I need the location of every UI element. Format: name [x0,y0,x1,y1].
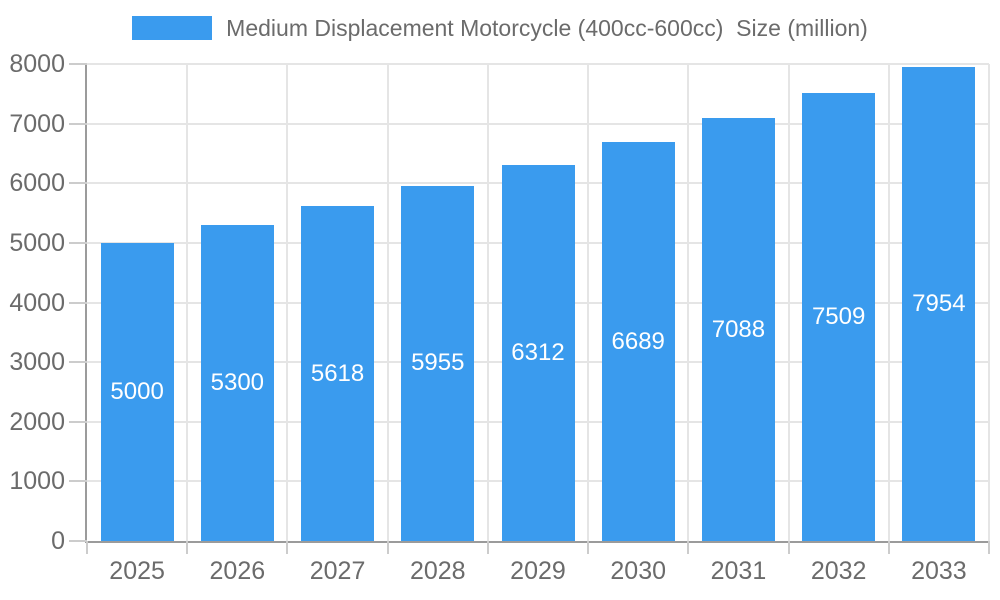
y-axis-tick [69,122,87,125]
y-axis-tick [69,63,87,65]
gridline-vertical [988,64,990,541]
x-axis-tick [286,541,289,554]
x-axis-tick [687,541,690,554]
y-axis-tick-label: 5000 [9,228,65,257]
gridline-vertical [787,64,790,541]
x-axis-tick-label: 2032 [810,557,867,585]
x-axis-tick [486,541,489,554]
x-axis-tick-label: 2029 [510,557,566,585]
legend-swatch[interactable] [132,16,213,40]
x-axis-tick-label: 2031 [710,557,767,585]
y-axis-tick-label: 3000 [9,348,65,377]
gridline-vertical [186,64,189,541]
x-axis-tick [887,541,890,554]
bar[interactable]: 6689 [601,142,675,541]
plot-area: 0 1000 2000 3000 4000 5000 6000 7000 8000 2025 202… [9,50,990,585]
y-axis-tick-label: 1000 [9,467,65,496]
bar-value-label: 5300 [210,369,265,396]
bar-value-label: 7088 [711,315,766,343]
x-axis-tick [186,541,189,554]
bar-value-label: 6312 [511,338,565,366]
bar[interactable]: 7088 [701,118,775,541]
x-axis-tick [86,541,88,554]
gridline-vertical [587,64,590,541]
x-axis-tick-label: 2026 [209,557,266,585]
bar-value-label: 7954 [912,289,966,317]
bar-value-label: 6689 [611,327,665,355]
x-axis-tick [988,541,990,554]
x-axis-tick [386,541,389,554]
y-axis-tick [69,301,87,304]
x-axis-tick [787,541,790,554]
bar-value-label: 5955 [411,349,465,377]
bar[interactable]: 6312 [501,164,575,541]
legend-label[interactable]: Medium Displacement Motorcycle (400cc-60… [226,15,868,41]
bar[interactable]: 7509 [802,93,876,541]
gridline-vertical [286,64,289,541]
bar[interactable]: 5000 [100,242,174,541]
gridline-vertical [687,64,690,541]
x-axis-tick-label: 2030 [610,557,667,585]
bar[interactable]: 7954 [902,66,976,541]
gridline-horizontal [87,63,989,65]
bar[interactable]: 5300 [200,225,274,541]
y-axis-tick-label: 0 [51,527,65,555]
y-axis-tick [69,540,87,542]
bar-value-label: 5618 [310,359,365,387]
y-axis-tick [69,420,87,423]
x-axis-tick-label: 2028 [409,557,466,585]
x-axis-tick-label: 2027 [309,557,366,585]
bar[interactable]: 5618 [301,206,375,541]
y-axis-tick [69,241,87,244]
y-axis-tick [69,361,87,364]
y-axis-tick-label: 8000 [9,50,65,78]
chart-legend[interactable]: Medium Displacement Motorcycle (400cc-60… [0,14,1000,42]
gridline-vertical [486,64,489,541]
bar[interactable]: 5955 [401,185,475,541]
gridline-vertical [887,64,890,541]
y-axis-tick-label: 7000 [9,109,65,138]
x-axis-tick-label: 2033 [911,557,967,585]
bar-value-label: 5000 [110,377,164,405]
y-axis-tick [69,480,87,483]
y-axis-tick-label: 6000 [9,169,65,198]
y-axis-tick-label: 2000 [9,407,65,436]
x-axis-tick [587,541,590,554]
gridline-vertical [386,64,389,541]
gridline-horizontal [87,122,989,125]
x-axis-tick-label: 2025 [109,557,165,585]
bar-value-label: 7509 [811,303,866,331]
y-axis-tick [69,182,87,185]
y-axis-tick-label: 4000 [9,288,65,317]
